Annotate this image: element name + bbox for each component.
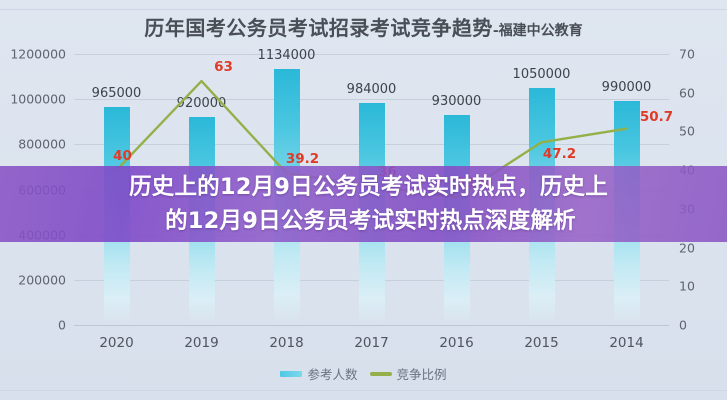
chart-title-suffix: -福建中公教育 — [492, 23, 583, 39]
overlay-caption-line-1: 历史上的12月9日公务员考试实时热点，历史上 — [129, 174, 608, 200]
x-axis-tick: 2016 — [439, 335, 474, 351]
overlay-caption: 历史上的12月9日公务员考试实时热点，历史上 的12月9日公务员考试实时热点深度… — [0, 168, 727, 240]
y-axis-right-tick: 50 — [679, 123, 695, 139]
x-axis-tick: 2015 — [524, 335, 559, 351]
top-divider — [0, 9, 727, 10]
bar-value-label: 1050000 — [512, 66, 571, 82]
gridline — [74, 325, 669, 326]
x-axis-tick: 2020 — [99, 335, 134, 351]
line-value-label: 39.2 — [285, 151, 320, 168]
line-value-label: 50.7 — [639, 108, 674, 125]
y-axis-left-tick: 1000000 — [10, 91, 66, 107]
y-axis-left-tick: 1200000 — [10, 46, 66, 62]
bar-value-label: 984000 — [346, 81, 397, 97]
y-axis-left-tick: 800000 — [18, 136, 66, 152]
bottom-divider — [0, 390, 727, 391]
chart-title-main: 历年国考公务员考试招录考试竞争趋势 — [144, 16, 493, 40]
x-axis-tick: 2014 — [609, 335, 644, 351]
y-axis-right-tick: 60 — [679, 85, 695, 101]
y-axis-right-tick: 10 — [679, 278, 695, 294]
legend-label-line: 竞争比例 — [396, 368, 447, 382]
bar-value-label: 965000 — [91, 86, 142, 102]
y-axis-left-tick: 200000 — [18, 272, 66, 288]
y-axis-right-tick: 0 — [679, 317, 687, 333]
legend-label-bar: 参考人数 — [307, 368, 358, 382]
chart-legend: 参考人数 竞争比例 — [0, 364, 727, 383]
bar-value-label: 990000 — [601, 80, 652, 96]
legend-swatch-bar-icon — [280, 370, 303, 377]
line-value-label: 40 — [113, 148, 132, 165]
x-axis-tick: 2017 — [354, 335, 389, 351]
gridline — [74, 99, 669, 101]
legend-item-line[interactable]: 竞争比例 — [369, 364, 447, 383]
x-axis-tick: 2018 — [269, 335, 304, 351]
bar-value-label: 930000 — [431, 93, 482, 109]
y-axis-right-tick: 20 — [679, 240, 695, 256]
overlay-caption-line-2: 的12月9日公务员考试实时热点深度解析 — [165, 208, 576, 234]
legend-item-bar[interactable]: 参考人数 — [280, 364, 358, 383]
line-value-label: 63 — [214, 59, 233, 76]
x-axis-tick: 2019 — [184, 335, 219, 351]
legend-swatch-line-icon — [369, 371, 392, 376]
overlay-banner — [0, 166, 727, 242]
gridline — [74, 54, 669, 55]
bar-value-label: 920000 — [176, 96, 227, 112]
bar-value-label: 1134000 — [257, 47, 316, 63]
y-axis-left-tick: 0 — [58, 317, 66, 333]
y-axis-right-tick: 70 — [679, 46, 695, 62]
chart-title: 历年国考公务员考试招录考试竞争趋势-福建中公教育 — [0, 12, 727, 41]
line-value-label: 47.2 — [542, 146, 577, 163]
